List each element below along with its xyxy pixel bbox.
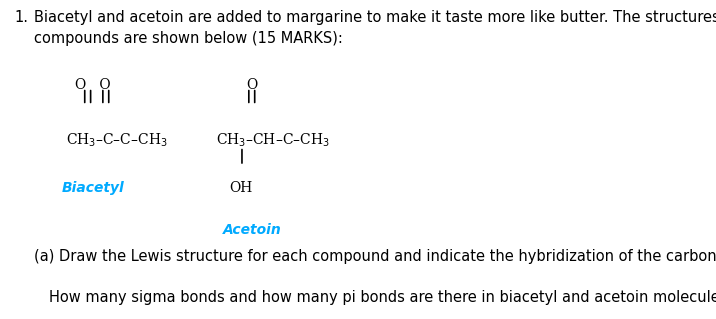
Text: O: O <box>246 78 258 92</box>
Text: Biacetyl: Biacetyl <box>62 181 125 195</box>
Text: OH: OH <box>229 181 253 195</box>
Text: Acetoin: Acetoin <box>223 223 281 237</box>
Text: O   O: O O <box>75 78 111 92</box>
Text: (a) Draw the Lewis structure for each compound and indicate the hybridization of: (a) Draw the Lewis structure for each co… <box>34 249 716 264</box>
Text: CH$_3$–CH–C–CH$_3$: CH$_3$–CH–C–CH$_3$ <box>216 132 329 149</box>
Text: 1.: 1. <box>15 10 29 25</box>
Text: How many sigma bonds and how many pi bonds are there in biacetyl and acetoin mol: How many sigma bonds and how many pi bon… <box>49 290 716 305</box>
Text: CH$_3$–C–C–CH$_3$: CH$_3$–C–C–CH$_3$ <box>66 132 168 149</box>
Text: Biacetyl and acetoin are added to margarine to make it taste more like butter. T: Biacetyl and acetoin are added to margar… <box>34 10 716 46</box>
